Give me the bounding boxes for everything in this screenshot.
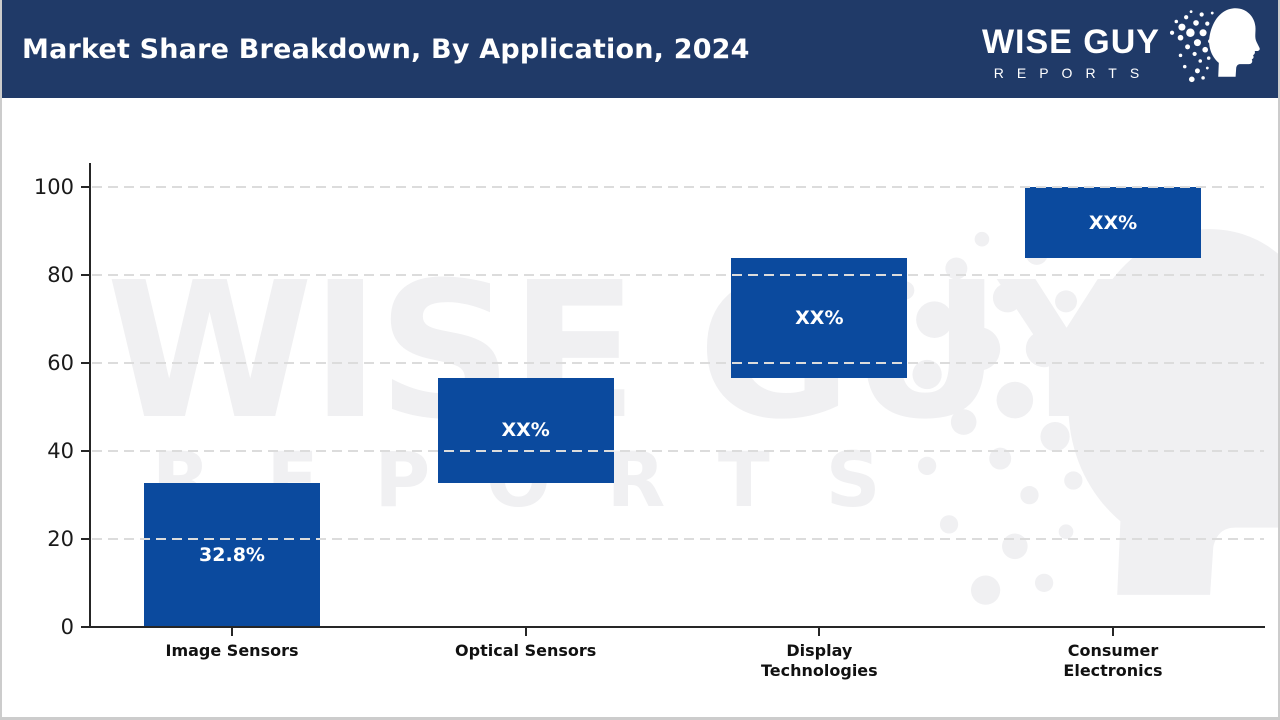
x-tick-mark <box>1112 628 1114 636</box>
y-tick-label: 20 <box>47 527 74 551</box>
y-tick-label: 0 <box>60 615 74 639</box>
brand-subtitle: REPORTS <box>993 64 1153 81</box>
grid-line <box>92 186 1264 188</box>
x-category-label-line: Optical Sensors <box>455 641 597 660</box>
bar-segment <box>437 377 614 483</box>
x-category-label: Optical Sensors <box>406 641 646 661</box>
x-tick-mark <box>231 628 233 636</box>
y-tick-mark <box>81 450 89 452</box>
header-bar: Market Share Breakdown, By Application, … <box>2 0 1278 98</box>
x-category-label: Display Technologies <box>699 641 939 681</box>
page-title: Market Share Breakdown, By Application, … <box>22 33 750 65</box>
x-category-label-line: Consumer <box>1067 641 1159 660</box>
brand-logo: WISE GUY REPORTS <box>982 6 1266 92</box>
y-tick-mark <box>81 362 89 364</box>
x-tick-mark <box>524 628 527 636</box>
bar-value-label: 32.8% <box>199 543 265 566</box>
grid-line <box>92 362 1264 364</box>
x-category-label: Consumer Electronics <box>993 641 1233 681</box>
x-category-label-line: Electronics <box>1063 661 1163 680</box>
bar-segment <box>731 258 908 378</box>
head-profile-dots-icon <box>1169 8 1260 83</box>
x-category-label-line: Display <box>786 641 853 660</box>
brand-name: WISE GUY <box>981 22 1160 61</box>
bar-value-label: XX% <box>501 419 550 442</box>
bar-segment <box>144 482 320 627</box>
y-tick-label: 100 <box>33 175 74 199</box>
y-tick-mark <box>81 626 89 628</box>
brand-logo-text: WISE GUY REPORTS <box>982 25 1160 80</box>
x-category-label: Image Sensors <box>112 641 352 661</box>
y-tick-label: 60 <box>47 351 74 375</box>
x-tick-mark <box>818 628 821 636</box>
y-tick-mark <box>81 538 89 540</box>
bar-value-label: XX% <box>795 307 844 330</box>
x-axis-line <box>89 626 1265 628</box>
y-tick-label: 80 <box>47 263 74 287</box>
grid-line <box>92 274 1264 276</box>
y-tick-mark <box>81 274 89 276</box>
y-tick-label: 40 <box>47 439 74 463</box>
bar-segment <box>1025 187 1201 259</box>
grid-line <box>92 450 1264 452</box>
y-axis-line <box>89 163 91 628</box>
x-category-label-line: Technologies <box>760 661 878 680</box>
bar-value-label: XX% <box>1088 211 1138 234</box>
grid-line <box>92 538 1264 540</box>
x-category-label-line: Image Sensors <box>165 641 299 660</box>
y-tick-mark <box>81 186 89 188</box>
